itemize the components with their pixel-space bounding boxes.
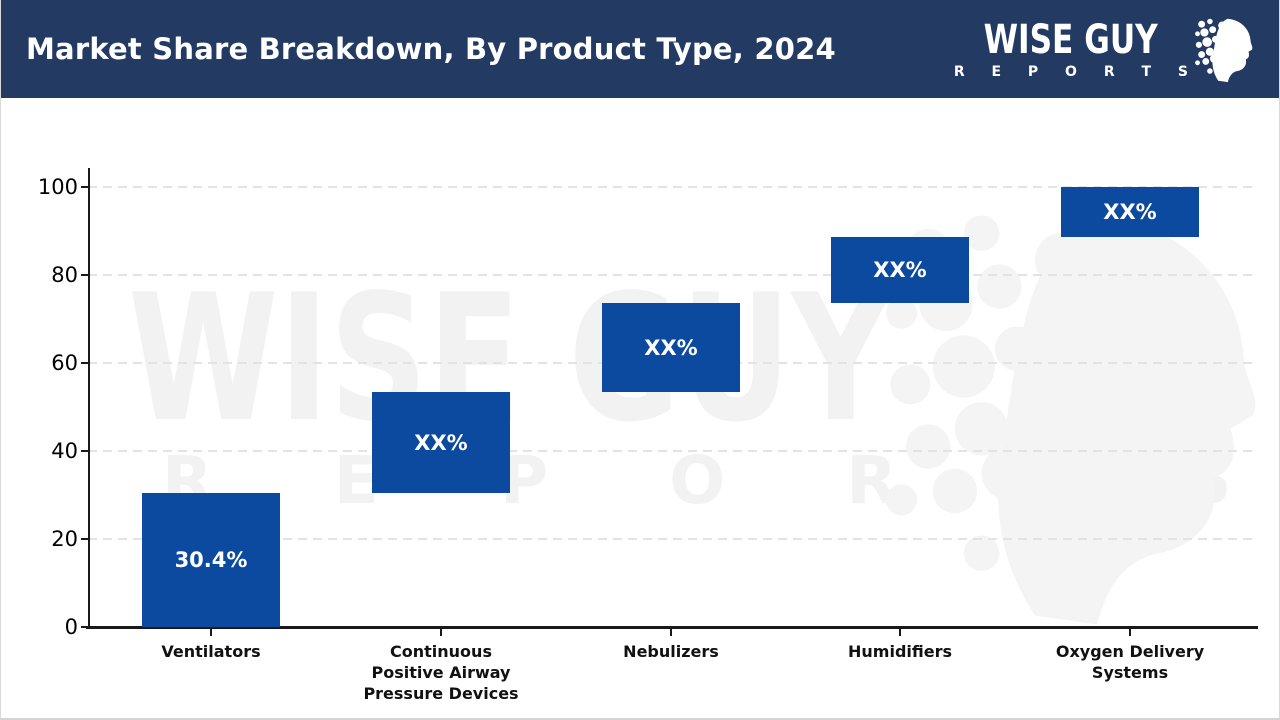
y-tick-80 — [81, 274, 88, 276]
y-tick-label-80: 80 — [51, 263, 78, 287]
bar-ventilators: 30.4% — [142, 493, 280, 627]
chart-title: Market Share Breakdown, By Product Type,… — [26, 32, 836, 66]
bar-value-label: XX% — [644, 335, 698, 360]
wiseguy-logo-line1: WISE GUY — [983, 16, 1159, 63]
x-axis-line — [86, 626, 1258, 629]
bar-value-label: XX% — [414, 430, 468, 455]
x-tick-label-3: Humidifiers — [848, 642, 952, 661]
header-band: Market Share Breakdown, By Product Type,… — [0, 0, 1280, 98]
y-axis-line — [88, 168, 90, 629]
x-tick-3 — [899, 629, 901, 636]
y-tick-label-100: 100 — [37, 175, 78, 199]
x-tick-4 — [1129, 629, 1131, 636]
x-tick-label-4: Oxygen Delivery Systems — [1055, 642, 1205, 682]
y-tick-0 — [81, 626, 88, 628]
y-tick-40 — [81, 450, 88, 452]
wiseguy-logo-line2: R E P O R T S — [953, 63, 1199, 80]
gridline-80 — [88, 274, 1256, 276]
gridline-100 — [88, 186, 1256, 188]
y-tick-label-0: 0 — [64, 615, 78, 639]
bar-continuous-positive-airway-pressure-devices: XX% — [372, 392, 510, 494]
x-tick-label-2: Nebulizers — [623, 642, 719, 661]
y-tick-label-20: 20 — [51, 527, 78, 551]
x-tick-label-0: Ventilators — [161, 642, 261, 661]
bar-value-label: 30.4% — [174, 548, 248, 573]
bar-value-label: XX% — [873, 258, 927, 283]
x-tick-2 — [670, 629, 672, 636]
gridline-40 — [88, 450, 1256, 452]
y-tick-label-40: 40 — [51, 439, 78, 463]
wiseguy-logo: WISE GUY R E P O R T S — [954, 9, 1254, 89]
bar-humidifiers: XX% — [831, 237, 969, 304]
gridline-20 — [88, 538, 1256, 540]
y-tick-100 — [81, 186, 88, 188]
x-tick-1 — [440, 629, 442, 636]
wiseguy-logo-text: WISE GUY R E P O R T S — [954, 20, 1188, 79]
y-tick-60 — [81, 362, 88, 364]
x-tick-0 — [210, 629, 212, 636]
bar-nebulizers: XX% — [602, 303, 740, 393]
x-tick-label-1: Continuous Positive Airway Pressure Device… — [363, 642, 519, 703]
bar-oxygen-delivery-systems: XX% — [1061, 187, 1199, 238]
logo-face-profile-icon — [1195, 18, 1253, 83]
bar-value-label: XX% — [1103, 200, 1157, 225]
y-tick-label-60: 60 — [51, 351, 78, 375]
y-tick-20 — [81, 538, 88, 540]
